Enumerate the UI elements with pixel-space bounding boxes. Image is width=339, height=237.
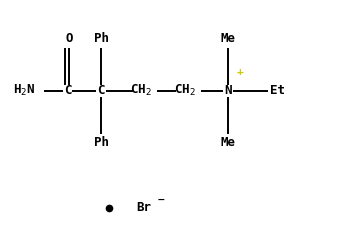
Text: H$_2$N: H$_2$N xyxy=(13,83,35,98)
Text: Br: Br xyxy=(136,201,151,214)
Text: C: C xyxy=(64,84,72,97)
Text: CH$_2$: CH$_2$ xyxy=(130,83,152,98)
Text: Me: Me xyxy=(220,32,235,45)
Text: Me: Me xyxy=(220,136,235,149)
Text: C: C xyxy=(97,84,105,97)
Text: Et: Et xyxy=(270,84,284,97)
Text: +: + xyxy=(236,67,243,77)
Text: Ph: Ph xyxy=(94,136,108,149)
Text: CH$_2$: CH$_2$ xyxy=(174,83,195,98)
Text: Ph: Ph xyxy=(94,32,108,45)
Text: −: − xyxy=(158,195,164,205)
Text: N: N xyxy=(224,84,232,97)
Text: O: O xyxy=(66,32,73,45)
